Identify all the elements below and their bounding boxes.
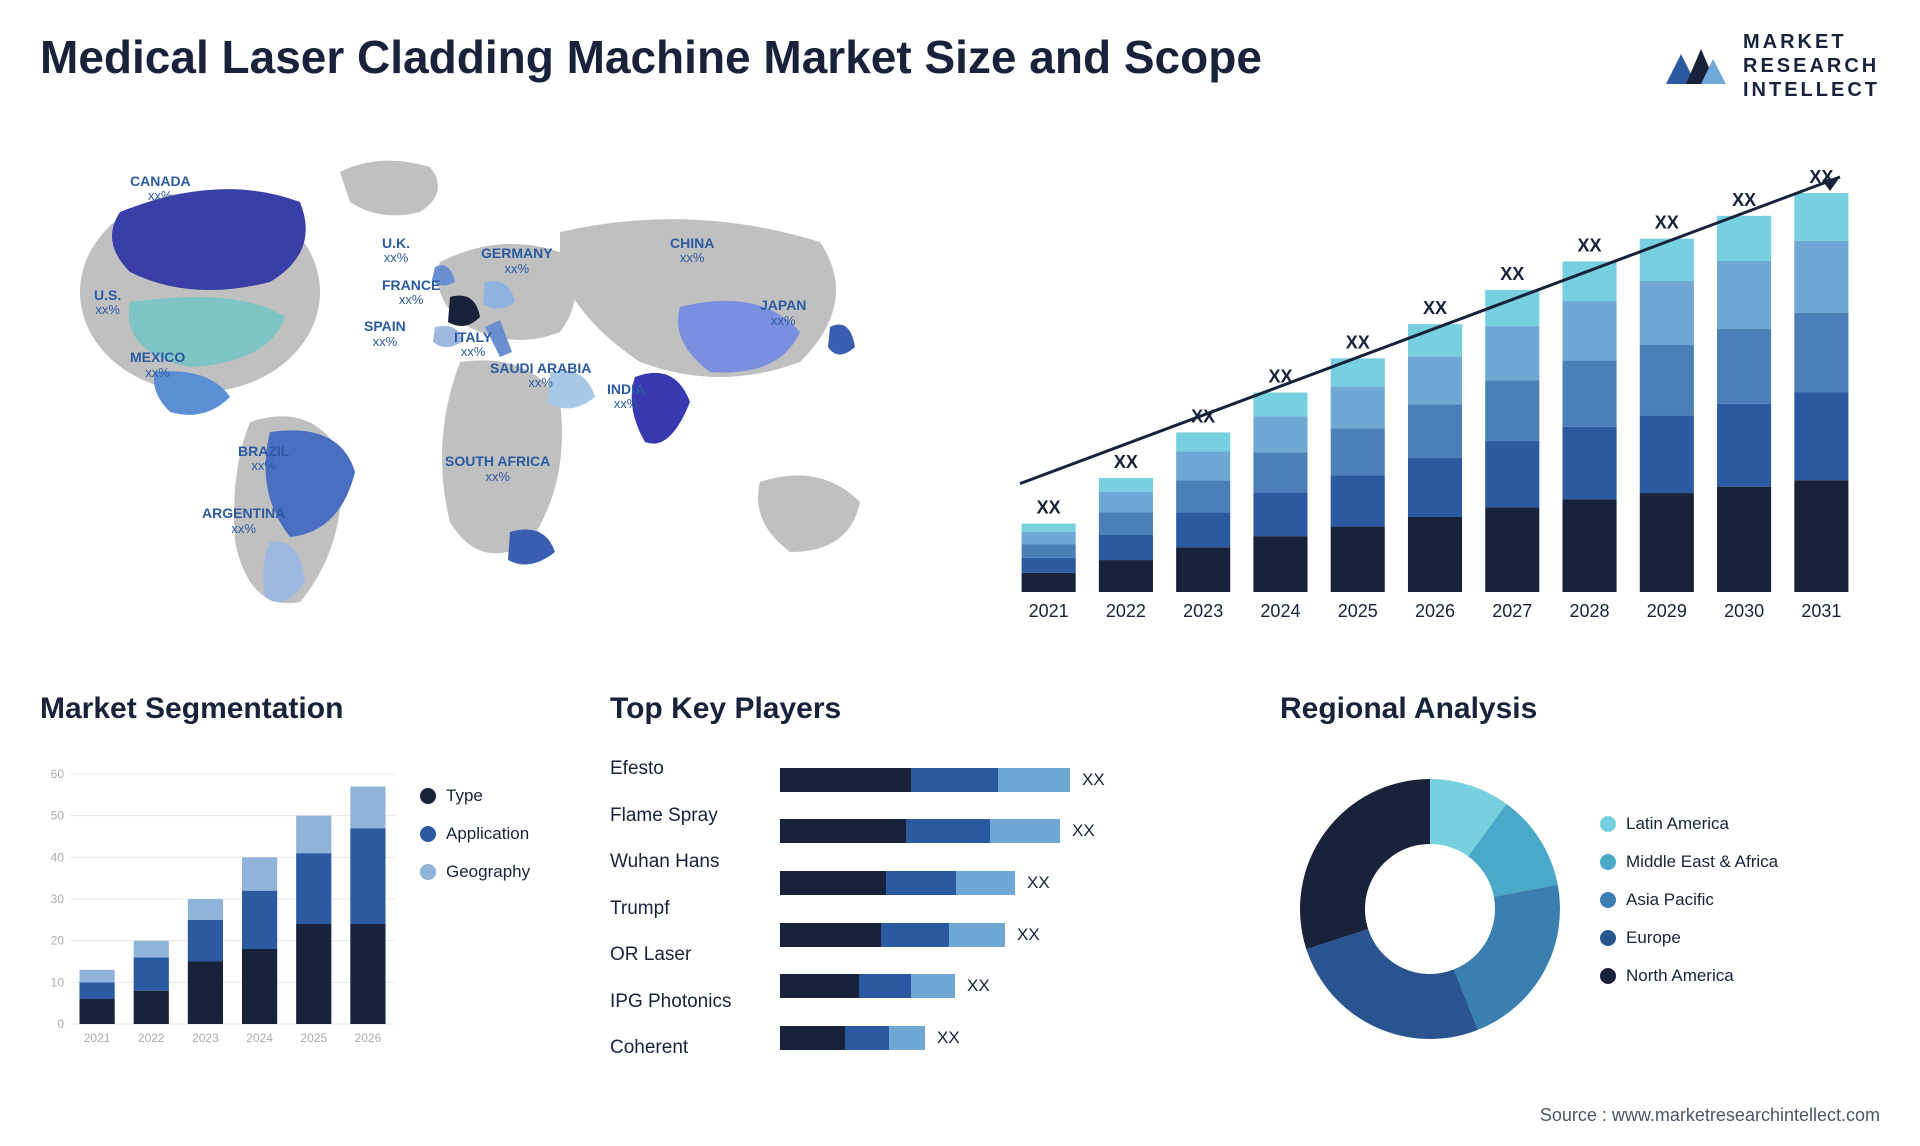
svg-text:2022: 2022 xyxy=(1106,601,1146,621)
map-label: U.S.xx% xyxy=(94,288,121,318)
svg-text:2026: 2026 xyxy=(1415,601,1455,621)
player-name: IPG Photonics xyxy=(610,989,760,1016)
player-name: Efesto xyxy=(610,756,760,783)
svg-text:2030: 2030 xyxy=(1724,601,1764,621)
svg-text:2021: 2021 xyxy=(84,1031,111,1045)
map-label: ITALYxx% xyxy=(454,330,492,360)
svg-text:2024: 2024 xyxy=(1260,601,1300,621)
svg-text:XX: XX xyxy=(1423,298,1447,318)
segmentation-legend: Type Application Geography xyxy=(420,746,580,1072)
key-players-panel: Top Key Players Efesto Flame Spray Wuhan H… xyxy=(610,692,1250,1072)
logo-icon xyxy=(1661,39,1731,94)
svg-text:XX: XX xyxy=(1732,190,1756,210)
legend-item: Europe xyxy=(1600,928,1880,948)
svg-text:XX: XX xyxy=(1578,235,1602,255)
map-label: CHINAxx% xyxy=(670,236,714,266)
svg-text:2024: 2024 xyxy=(246,1031,273,1045)
key-players-names: Efesto Flame Spray Wuhan Hans Trumpf OR Lase… xyxy=(610,746,760,1072)
logo-text: MARKET RESEARCH INTELLECT xyxy=(1743,30,1880,102)
world-map-panel: CANADAxx% U.S.xx% MEXICOxx% BRAZILxx% ARGENT… xyxy=(40,132,940,652)
svg-text:20: 20 xyxy=(51,934,65,948)
player-bar-row: XX xyxy=(780,972,1250,1000)
svg-text:XX: XX xyxy=(1500,264,1524,284)
svg-text:XX: XX xyxy=(1037,498,1061,518)
legend-item: Geography xyxy=(420,862,580,882)
player-name: Coherent xyxy=(610,1035,760,1062)
svg-text:2023: 2023 xyxy=(192,1031,219,1045)
player-name: Trumpf xyxy=(610,896,760,923)
player-bar-row: XX xyxy=(780,1024,1250,1052)
map-label: SAUDI ARABIAxx% xyxy=(490,361,591,391)
legend-item: Middle East & Africa xyxy=(1600,852,1880,872)
regional-panel: Regional Analysis Latin America Middle Ea… xyxy=(1280,692,1880,1072)
map-label: MEXICOxx% xyxy=(130,350,185,380)
svg-text:2023: 2023 xyxy=(1183,601,1223,621)
player-bar-row: XX xyxy=(780,817,1250,845)
player-name: OR Laser xyxy=(610,942,760,969)
svg-text:2027: 2027 xyxy=(1492,601,1532,621)
player-bar-row: XX xyxy=(780,766,1250,794)
map-label: SOUTH AFRICAxx% xyxy=(445,454,550,484)
growth-chart: XX 2021 XX 2022 XX 2023 XX 2024 XX 2025 XX 2026 XX 20… xyxy=(980,132,1880,652)
world-map xyxy=(40,132,940,652)
player-bar-row: XX xyxy=(780,869,1250,897)
svg-text:30: 30 xyxy=(51,892,65,906)
map-label: U.K.xx% xyxy=(382,236,410,266)
header: Medical Laser Cladding Machine Market Si… xyxy=(40,30,1880,102)
svg-text:2025: 2025 xyxy=(1338,601,1378,621)
bottom-row: Market Segmentation 0 10 20 30 40 50 60 2021 202… xyxy=(40,692,1880,1072)
map-label: SPAINxx% xyxy=(364,319,406,349)
svg-text:50: 50 xyxy=(51,809,65,823)
svg-text:60: 60 xyxy=(51,767,65,781)
growth-chart-panel: XX 2021 XX 2022 XX 2023 XX 2024 XX 2025 XX 2026 XX 20… xyxy=(980,132,1880,652)
svg-text:XX: XX xyxy=(1346,332,1370,352)
svg-text:2026: 2026 xyxy=(355,1031,382,1045)
svg-text:2028: 2028 xyxy=(1570,601,1610,621)
map-label: INDIAxx% xyxy=(607,382,645,412)
svg-text:XX: XX xyxy=(1655,213,1679,233)
svg-text:2025: 2025 xyxy=(300,1031,327,1045)
map-label: CANADAxx% xyxy=(130,174,191,204)
player-name: Wuhan Hans xyxy=(610,849,760,876)
logo-line2: RESEARCH xyxy=(1743,54,1880,78)
svg-text:XX: XX xyxy=(1114,452,1138,472)
svg-text:2021: 2021 xyxy=(1029,601,1069,621)
svg-text:40: 40 xyxy=(51,850,65,864)
top-row: CANADAxx% U.S.xx% MEXICOxx% BRAZILxx% ARGENT… xyxy=(40,132,1880,652)
segmentation-panel: Market Segmentation 0 10 20 30 40 50 60 2021 202… xyxy=(40,692,580,1072)
regional-donut xyxy=(1280,759,1580,1059)
svg-text:2022: 2022 xyxy=(138,1031,165,1045)
legend-item: Latin America xyxy=(1600,814,1880,834)
map-label: ARGENTINAxx% xyxy=(202,506,285,536)
svg-text:10: 10 xyxy=(51,975,65,989)
svg-text:2031: 2031 xyxy=(1801,601,1841,621)
page-title: Medical Laser Cladding Machine Market Si… xyxy=(40,30,1262,84)
map-label: GERMANYxx% xyxy=(481,246,553,276)
svg-text:0: 0 xyxy=(57,1017,64,1031)
logo: MARKET RESEARCH INTELLECT xyxy=(1661,30,1880,102)
map-label: FRANCExx% xyxy=(382,278,440,308)
logo-line3: INTELLECT xyxy=(1743,78,1880,102)
regional-legend: Latin America Middle East & Africa Asia Pa… xyxy=(1600,814,1880,1004)
legend-item: Type xyxy=(420,786,580,806)
legend-item: Asia Pacific xyxy=(1600,890,1880,910)
map-label: JAPANxx% xyxy=(760,298,806,328)
legend-item: North America xyxy=(1600,966,1880,986)
key-players-bars: XX XX XX XX XX XX xyxy=(780,746,1250,1072)
footer-source: Source : www.marketresearchintellect.com xyxy=(1540,1105,1880,1126)
regional-title: Regional Analysis xyxy=(1280,692,1880,726)
player-bar-row: XX xyxy=(780,921,1250,949)
map-label: BRAZILxx% xyxy=(238,444,289,474)
segmentation-chart: 0 10 20 30 40 50 60 2021 2022 2023 2024 2025 2026 xyxy=(40,746,400,1072)
legend-item: Application xyxy=(420,824,580,844)
svg-text:2029: 2029 xyxy=(1647,601,1687,621)
key-players-title: Top Key Players xyxy=(610,692,1250,726)
player-name: Flame Spray xyxy=(610,803,760,830)
logo-line1: MARKET xyxy=(1743,30,1880,54)
segmentation-title: Market Segmentation xyxy=(40,692,580,726)
